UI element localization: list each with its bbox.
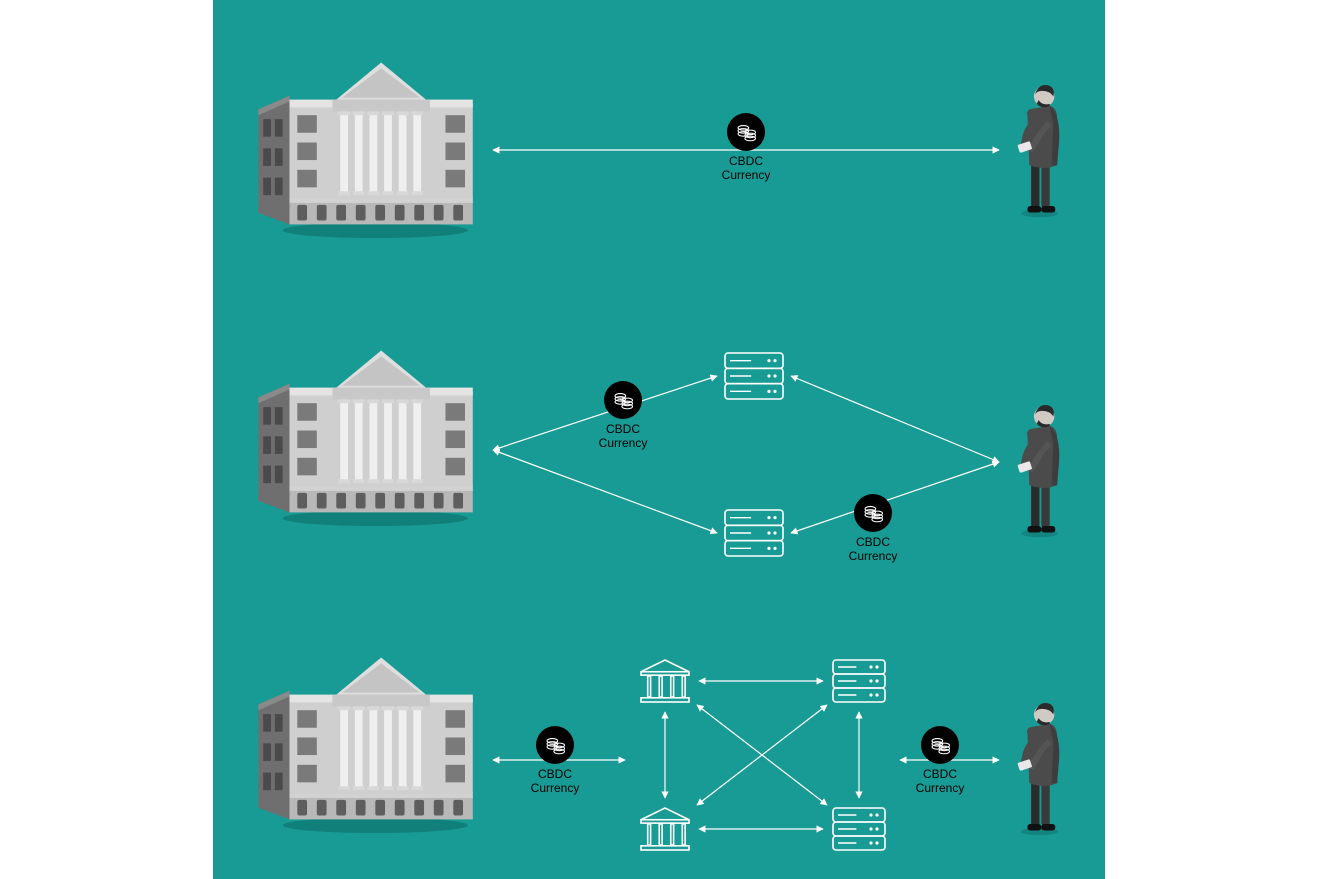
- diagram-canvas: CBDCCurrency CBDCCurrency CBDCCurrency: [0, 0, 1319, 879]
- cbdc-label: CBDCCurrency: [722, 155, 771, 183]
- coins-icon: [727, 113, 765, 151]
- cbdc-currency-badge: CBDCCurrency: [604, 381, 642, 451]
- coins-icon: [536, 726, 574, 764]
- cbdc-currency-badge: CBDCCurrency: [921, 726, 959, 796]
- cbdc-currency-badge: CBDCCurrency: [854, 494, 892, 564]
- coins-icon: [604, 381, 642, 419]
- user-person-icon: [1007, 693, 1072, 838]
- user-person-icon: [1007, 75, 1072, 220]
- user-person-icon: [1007, 395, 1072, 540]
- cbdc-currency-badge: CBDCCurrency: [536, 726, 574, 796]
- coins-icon: [921, 726, 959, 764]
- coins-icon: [854, 494, 892, 532]
- cbdc-label: CBDCCurrency: [849, 536, 898, 564]
- cbdc-currency-badge: CBDCCurrency: [727, 113, 765, 183]
- cbdc-label: CBDCCurrency: [531, 768, 580, 796]
- central-bank-building: [250, 640, 485, 835]
- central-bank-building: [250, 333, 485, 528]
- cbdc-label: CBDCCurrency: [916, 768, 965, 796]
- teal-panel: CBDCCurrency CBDCCurrency CBDCCurrency: [213, 0, 1105, 879]
- central-bank-building: [250, 45, 485, 240]
- cbdc-label: CBDCCurrency: [599, 423, 648, 451]
